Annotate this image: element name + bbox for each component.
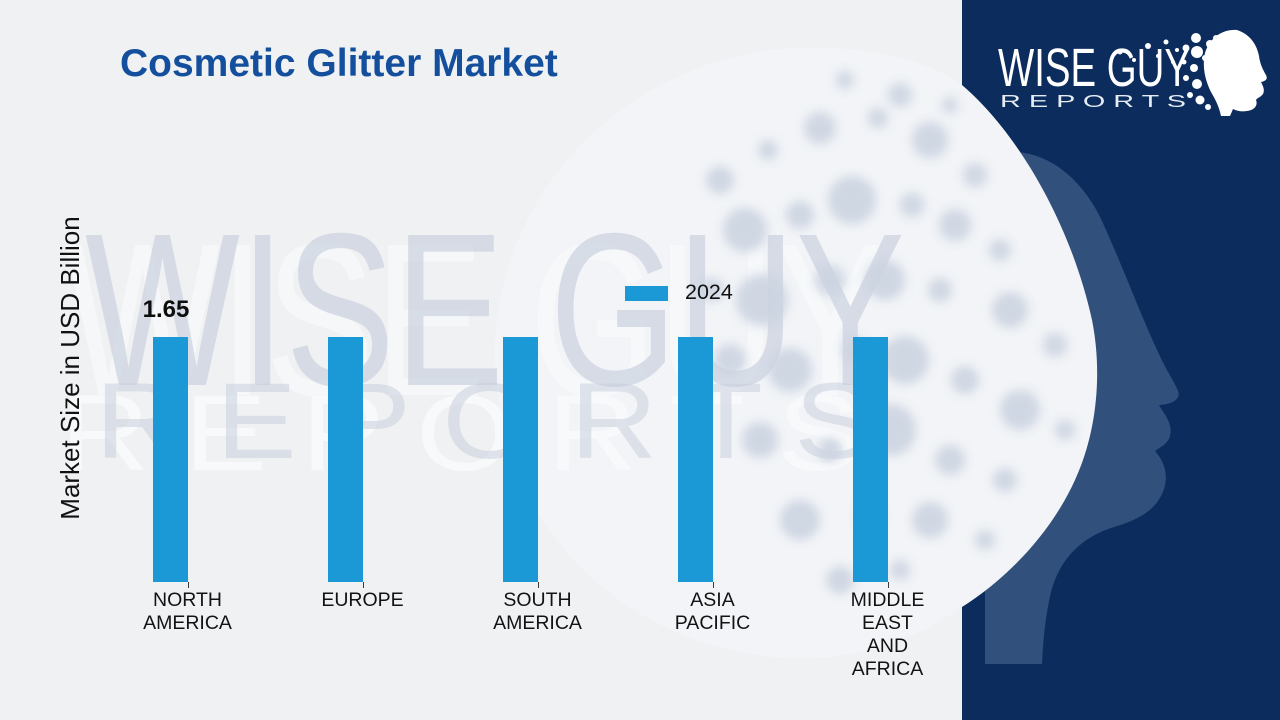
category-label: NORTH AMERICA: [143, 589, 232, 634]
category-label: ASIA PACIFIC: [674, 589, 751, 634]
bar-europe: [327, 337, 363, 582]
bar-south-america: [502, 337, 538, 582]
legend: 2024: [625, 280, 733, 304]
bar-north-america: [152, 337, 188, 582]
legend-swatch: [625, 285, 668, 301]
category-label: SOUTH AMERICA: [493, 589, 582, 634]
x-axis-tick: [712, 582, 714, 588]
bar-asia-pacific: [677, 337, 713, 582]
footer-accent-bar: [0, 712, 962, 720]
x-axis-tick: [187, 582, 189, 588]
watermark-reports-ghost: R E P O R T S: [60, 372, 860, 493]
logo-reports: R E P O R T S: [1000, 91, 1186, 111]
chart-title: Cosmetic Glitter Market: [120, 42, 558, 85]
category-label: MIDDLE EAST AND AFRICA: [850, 589, 925, 680]
brand-logo: WISE GUY R E P O R T S: [998, 29, 1267, 117]
x-axis-tick: [362, 582, 364, 588]
watermark-reports: R E P O R T S: [95, 360, 875, 481]
x-axis-tick: [537, 582, 539, 588]
logo-wordmark: WISE GUY: [998, 38, 1190, 98]
bar-value-label: 1.65: [142, 296, 190, 323]
bar-middle-east-and-africa: [852, 337, 888, 582]
category-label: EUROPE: [321, 589, 404, 611]
x-axis-tick: [887, 582, 889, 588]
logo-head-icon: [1117, 29, 1267, 117]
legend-label: 2024: [685, 279, 733, 304]
